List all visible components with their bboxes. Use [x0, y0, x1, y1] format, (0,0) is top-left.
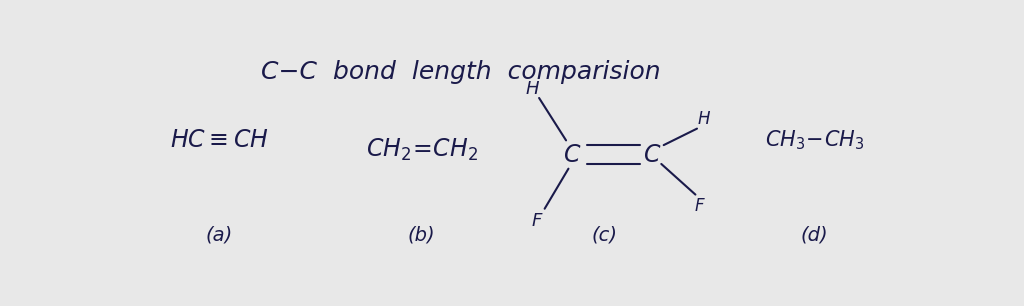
- Text: H: H: [526, 80, 540, 98]
- Text: $CH_2\!=\!CH_2$: $CH_2\!=\!CH_2$: [366, 137, 477, 163]
- Text: F: F: [531, 211, 542, 230]
- Text: F: F: [694, 197, 705, 215]
- Text: $HC \equiv CH$: $HC \equiv CH$: [170, 129, 268, 152]
- Text: (a): (a): [206, 225, 232, 244]
- Text: H: H: [697, 110, 710, 128]
- Text: C−C  bond  length  comparision: C−C bond length comparision: [261, 60, 662, 84]
- Text: C: C: [564, 143, 581, 166]
- Text: (b): (b): [408, 225, 435, 244]
- Text: C: C: [643, 143, 660, 166]
- Text: (c): (c): [591, 225, 617, 244]
- Text: (d): (d): [801, 225, 828, 244]
- Text: $CH_3\!-\!CH_3$: $CH_3\!-\!CH_3$: [765, 129, 864, 152]
